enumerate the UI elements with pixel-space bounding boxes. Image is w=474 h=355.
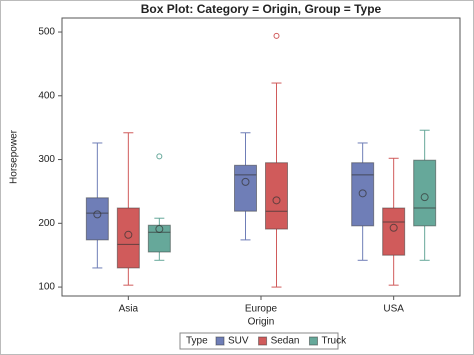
legend-swatch (258, 336, 268, 346)
mean (241, 177, 250, 186)
x-axis-label: Origin (248, 317, 275, 328)
box (265, 162, 288, 230)
mean (155, 225, 164, 234)
legend-label: SUV (228, 336, 249, 347)
outlier (156, 153, 163, 160)
y-axis-label: Horsepower (9, 129, 20, 184)
mean (124, 230, 133, 239)
x-tick-label: USA (383, 304, 404, 315)
y-tick-label: 500 (38, 27, 55, 38)
x-tick-label: Europe (245, 304, 278, 315)
mean (272, 196, 281, 205)
mean (389, 223, 398, 232)
box (234, 164, 257, 212)
legend-title: Type (186, 336, 208, 347)
outlier (273, 32, 280, 39)
box (413, 159, 437, 227)
legend-label: Truck (321, 336, 347, 347)
y-tick-label: 400 (38, 90, 55, 101)
box (85, 197, 109, 241)
box (351, 162, 375, 227)
mean (93, 210, 102, 219)
y-tick-label: 200 (38, 218, 55, 229)
chart-title: Box Plot: Category = Origin, Group = Typ… (141, 2, 382, 16)
legend-swatch (215, 336, 225, 346)
mean (358, 189, 367, 198)
mean (420, 193, 429, 202)
y-tick-label: 100 (38, 282, 55, 293)
legend-label: Sedan (271, 336, 300, 347)
y-tick-label: 300 (38, 154, 55, 165)
x-tick-label: Asia (119, 304, 139, 315)
box (147, 224, 171, 253)
legend-swatch (308, 336, 318, 346)
